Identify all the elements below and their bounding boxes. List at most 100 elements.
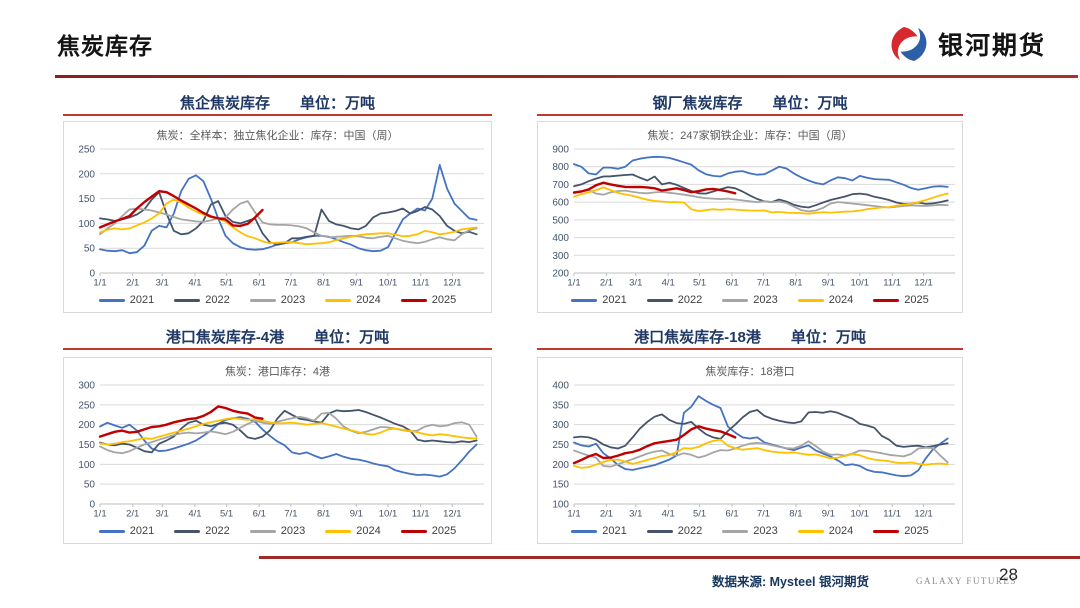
line-chart-plot: 0 50 100 150 200 250 300 1/1 2/1 3/1 4/1 5/1 6/1 7/1 8… (64, 380, 491, 520)
legend-label: 2022 (677, 525, 703, 537)
legend-swatch (873, 529, 900, 533)
galaxy-logo-text: 银河期货 (938, 32, 1047, 60)
y-axis-tick-label: 150 (78, 194, 95, 205)
legend-label: 2023 (753, 294, 778, 306)
chart-title: 钢厂焦炭库存 单位：万吨 (537, 92, 963, 113)
chart-title-underline (537, 348, 963, 350)
legend-label: 2025 (431, 294, 457, 306)
legend-label: 2024 (356, 294, 381, 306)
series-line-2024 (573, 438, 949, 469)
line-chart-svg: 0 50 100 150 200 250 1/1 2/1 3/1 4/1 5/1 6/1 7/1 8/1 9… (78, 145, 484, 289)
x-axis-tick-label: 9/1 (350, 509, 363, 520)
y-axis-tick-label: 150 (78, 440, 95, 451)
series-line-2021 (573, 155, 949, 191)
legend-label: 2025 (904, 294, 929, 306)
legend-label: 2021 (602, 294, 627, 306)
legend-swatch (249, 529, 276, 533)
x-axis-tick-label: 12/1 (914, 509, 933, 520)
legend-swatch (400, 298, 427, 302)
legend-item-2022: 2022 (174, 294, 230, 306)
line-chart-plot: 100 150 200 250 300 350 400 1/1 2/1 3/1 4/1 5/1 6/1 7… (538, 380, 962, 520)
y-axis-tick-label: 50 (84, 244, 96, 255)
chart-legend: 2021 2022 2023 2024 2025 (538, 288, 962, 312)
y-axis-tick-label: 250 (552, 440, 569, 451)
chart-subtitle: 焦炭库存：18港口 (705, 366, 795, 378)
x-axis-tick-label: 9/1 (822, 509, 835, 520)
legend-swatch (571, 529, 598, 533)
x-axis-tick-label: 8/1 (317, 509, 330, 520)
y-axis-tick-label: 350 (552, 400, 569, 411)
legend-item-2024: 2024 (797, 294, 853, 306)
y-axis-tick-label: 150 (552, 480, 569, 491)
series-line-2024 (99, 198, 478, 246)
y-axis-tick-label: 100 (78, 460, 95, 471)
x-axis-tick-label: 5/1 (693, 509, 706, 520)
line-chart-svg: 0 50 100 150 200 250 300 1/1 2/1 3/1 4/1 5/1 6/1 7/1 8… (78, 381, 484, 520)
y-axis-tick-label: 200 (78, 420, 95, 431)
y-axis-tick-label: 300 (552, 251, 569, 262)
legend-swatch (646, 298, 673, 302)
x-axis-tick-label: 4/1 (662, 509, 675, 520)
chart-subtitle: 焦炭：港口库存：4港 (224, 366, 331, 378)
legend-item-2023: 2023 (249, 525, 305, 537)
x-axis-tick-label: 7/1 (757, 278, 770, 289)
y-axis-tick-label: 200 (78, 169, 95, 180)
legend-label: 2021 (129, 525, 155, 537)
x-axis-tick-label: 5/1 (693, 278, 706, 289)
chart-box: 焦炭：全样本：独立焦化企业：库存：中国（周） 0 50 100 150 200 250 1/… (63, 121, 492, 313)
y-axis-tick-label: 0 (89, 269, 95, 280)
x-axis-tick-label: 8/1 (317, 278, 330, 289)
chart-box: 焦炭库存：18港口 100 150 200 250 300 350 400 1/1 2/1 3/1… (537, 357, 963, 544)
legend-item-2023: 2023 (249, 294, 305, 306)
legend-label: 2021 (602, 525, 627, 537)
chart-title-underline (63, 114, 492, 116)
series-line-2025 (572, 425, 737, 465)
y-axis-tick-label: 700 (552, 180, 569, 191)
y-axis-tick-label: 600 (552, 198, 569, 209)
x-axis-tick-label: 9/1 (822, 278, 835, 289)
x-axis-tick-label: 12/1 (914, 278, 933, 289)
chart-title: 焦企焦炭库存 单位：万吨 (63, 92, 492, 113)
legend-label: 2021 (129, 294, 155, 306)
y-axis-tick-label: 200 (552, 460, 569, 471)
x-axis-tick-label: 4/1 (188, 278, 201, 289)
chart-legend: 2021 2022 2023 2024 2025 (64, 519, 491, 543)
legend-swatch (98, 298, 125, 302)
line-chart-svg: 200 300 400 500 600 700 800 900 1/1 2/1 3/1 4/1 5/1 6… (552, 145, 955, 289)
chart-title-text: 钢厂焦炭库存 (652, 95, 743, 112)
series-line-2025 (98, 190, 264, 229)
legend-swatch (174, 529, 201, 533)
series-line-2023 (573, 440, 949, 468)
y-axis-tick-label: 900 (552, 145, 569, 156)
legend-item-2021: 2021 (571, 294, 627, 306)
y-axis-tick-label: 250 (78, 145, 95, 156)
legend-swatch (571, 298, 598, 302)
chart-title: 港口焦炭库存-4港 单位：万吨 (63, 326, 492, 347)
chart-title-text: 港口焦炭库存-4港 (165, 329, 285, 346)
series-line-2022 (573, 173, 949, 209)
galaxy-futures-logo: 银河期货 (889, 24, 1046, 64)
legend-swatch (325, 529, 352, 533)
x-axis-tick-label: 7/1 (757, 509, 770, 520)
legend-label: 2024 (828, 525, 854, 537)
y-axis-tick-label: 300 (552, 420, 569, 431)
x-axis-tick-label: 10/1 (379, 509, 398, 520)
y-axis-tick-label: 400 (552, 233, 569, 244)
x-axis-tick-label: 8/1 (789, 278, 802, 289)
x-axis-tick-label: 1/1 (567, 278, 580, 289)
y-axis-tick-label: 250 (78, 400, 95, 411)
legend-label: 2023 (753, 525, 778, 537)
legend-swatch (646, 529, 673, 533)
legend-item-2023: 2023 (722, 294, 778, 306)
x-axis-tick-label: 3/1 (156, 509, 169, 520)
x-axis-tick-label: 10/1 (851, 278, 870, 289)
x-axis-tick-label: 9/1 (350, 278, 363, 289)
y-axis-tick-label: 50 (84, 480, 96, 491)
page-title: 焦炭库存 (57, 33, 153, 59)
chart-unit-label: 单位：万吨 (790, 329, 866, 346)
chart-section-port-inventory-4: 港口焦炭库存-4港 单位：万吨 焦炭：港口库存：4港 0 50 100 150 200 25… (63, 326, 492, 544)
legend-swatch (873, 298, 900, 302)
y-axis-tick-label: 200 (552, 269, 569, 280)
chart-subtitle: 焦炭：247家钢铁企业：库存：中国（周） (647, 130, 853, 142)
x-axis-tick-label: 5/1 (220, 278, 233, 289)
